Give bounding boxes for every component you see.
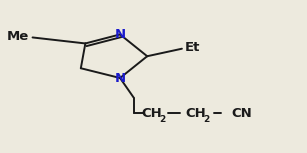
Text: Et: Et bbox=[185, 41, 200, 54]
Text: CH: CH bbox=[185, 107, 206, 120]
Text: CN: CN bbox=[232, 107, 252, 120]
Text: N: N bbox=[115, 71, 126, 84]
Text: CH: CH bbox=[141, 107, 162, 120]
Text: N: N bbox=[115, 28, 126, 41]
Text: 2: 2 bbox=[159, 114, 165, 123]
Text: 2: 2 bbox=[203, 114, 209, 123]
Text: Me: Me bbox=[7, 30, 29, 43]
